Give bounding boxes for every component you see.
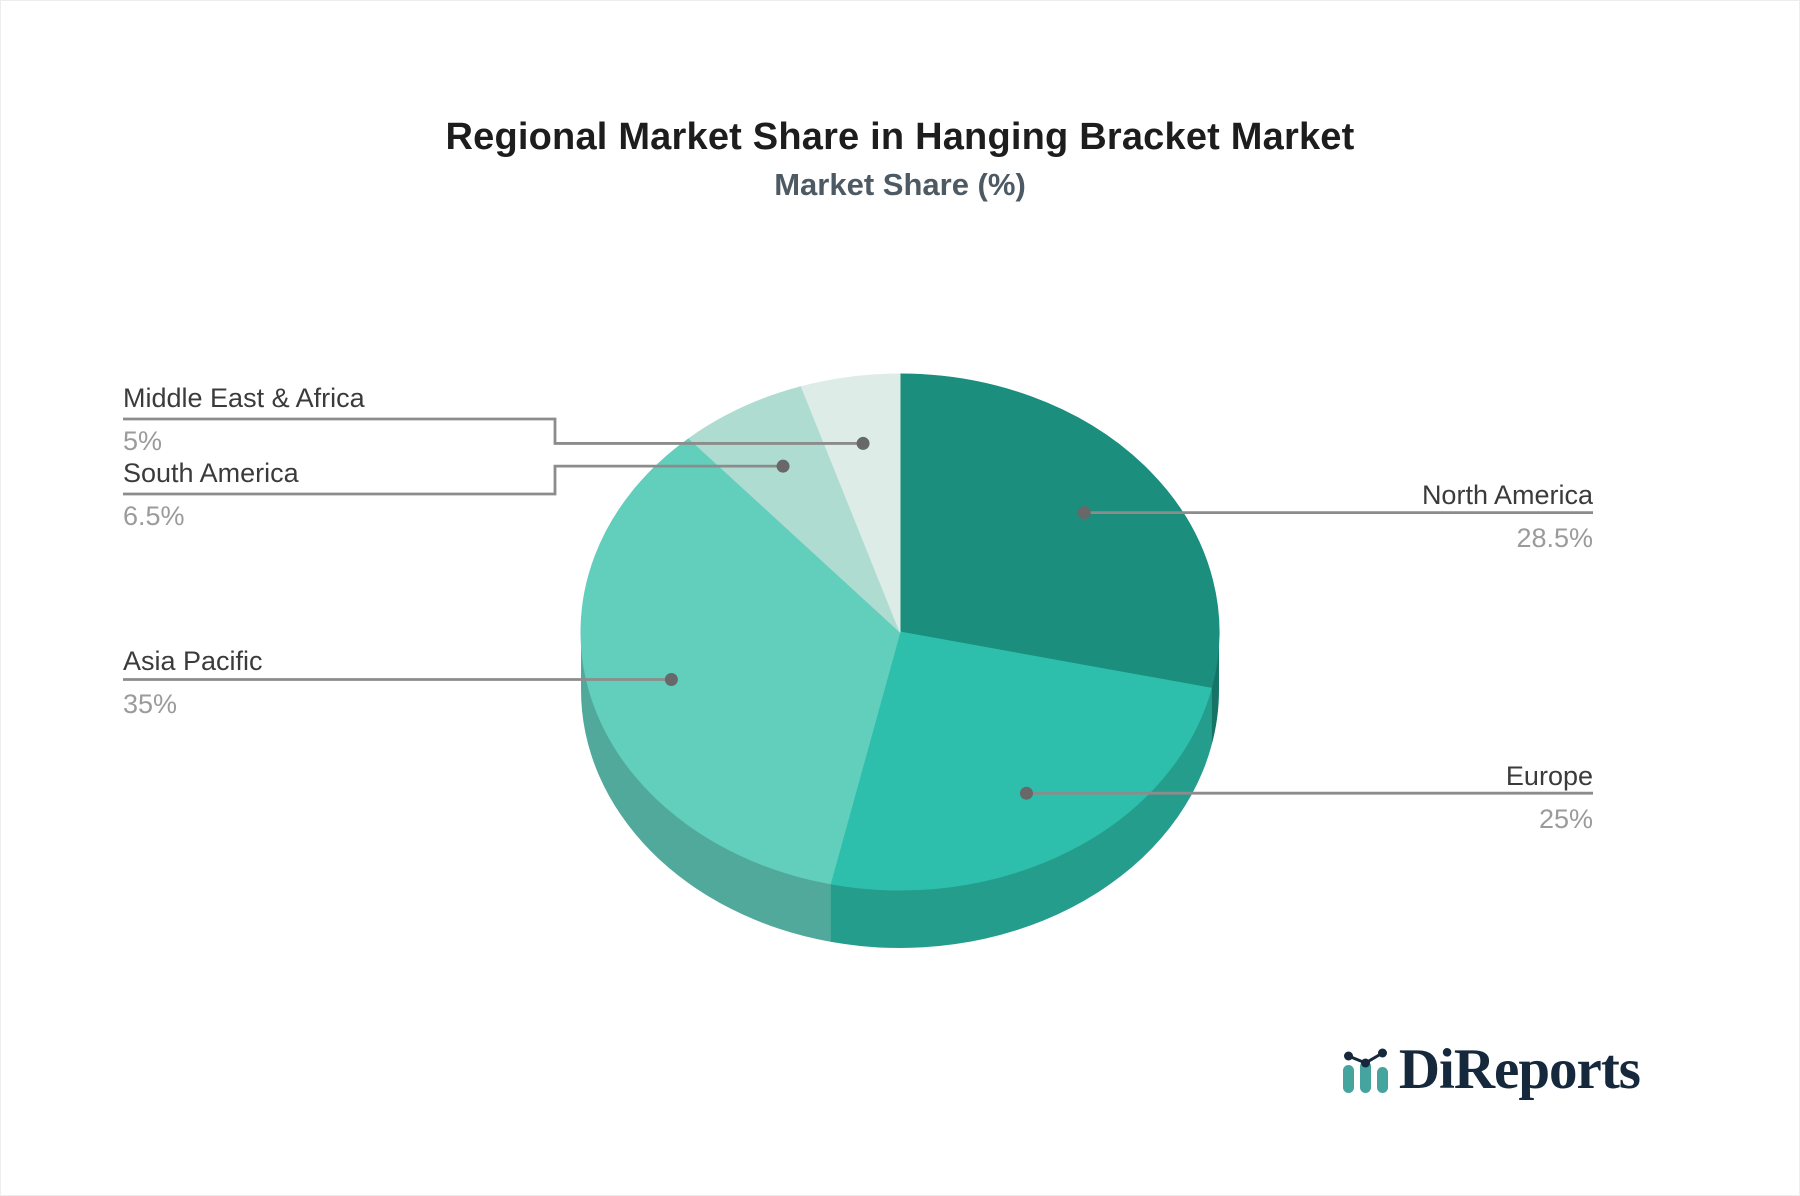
callout-dot-north-america	[1077, 506, 1091, 520]
chart-subtitle: Market Share (%)	[774, 167, 1026, 202]
callout-value-south-america: 6.5%	[123, 501, 185, 531]
pie-rim-europe	[830, 688, 1212, 949]
pie-slice-middle-east-africa	[800, 373, 901, 633]
pie-slice-europe	[829, 631, 1212, 891]
callout-label-south-america: South America	[123, 458, 299, 488]
pie-slice-asia-pacific	[580, 437, 901, 885]
bar-line-chart-icon	[1342, 1048, 1388, 1093]
pie-slice-north-america	[899, 373, 1220, 689]
logo-text: DiReports	[1398, 1038, 1641, 1101]
callout-dot-europe	[1019, 786, 1033, 800]
callout-label-europe: Europe	[1505, 761, 1593, 791]
callout-line-middle-east-africa	[123, 417, 864, 445]
callout-value-europe: 25%	[1538, 804, 1593, 834]
callout-value-middle-east-africa: 5%	[123, 426, 163, 456]
pie-rim-asia-pacific	[581, 632, 831, 942]
callout-label-middle-east-africa: Middle East & Africa	[123, 383, 365, 413]
callout-label-north-america: North America	[1421, 480, 1593, 510]
callout-dot-middle-east-africa	[856, 436, 870, 450]
callout-dot-asia-pacific	[664, 672, 678, 686]
chart-title: Regional Market Share in Hanging Bracket…	[445, 116, 1355, 158]
callout-value-north-america: 28.5%	[1516, 523, 1593, 553]
callout-dot-south-america	[776, 459, 790, 473]
direports-logo: DiReports	[1339, 1030, 1641, 1110]
callout-value-asia-pacific: 35%	[123, 689, 178, 719]
pie-slice-south-america	[688, 386, 901, 633]
callout-line-south-america	[123, 464, 784, 496]
callout-label-asia-pacific: Asia Pacific	[123, 646, 263, 676]
